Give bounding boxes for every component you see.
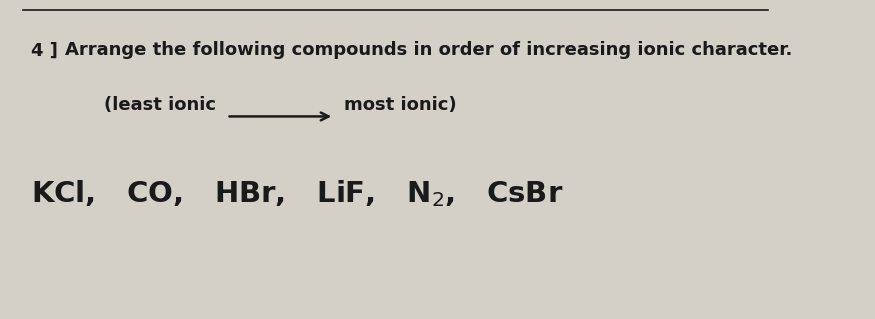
Text: 4 ]: 4 ]: [31, 41, 58, 59]
Text: (least ionic: (least ionic: [104, 96, 216, 114]
Text: KCl,   CO,   HBr,   LiF,   N$_2$,   CsBr: KCl, CO, HBr, LiF, N$_2$, CsBr: [31, 179, 564, 210]
Text: most ionic): most ionic): [344, 96, 457, 114]
Text: Arrange the following compounds in order of increasing ionic character.: Arrange the following compounds in order…: [66, 41, 793, 59]
